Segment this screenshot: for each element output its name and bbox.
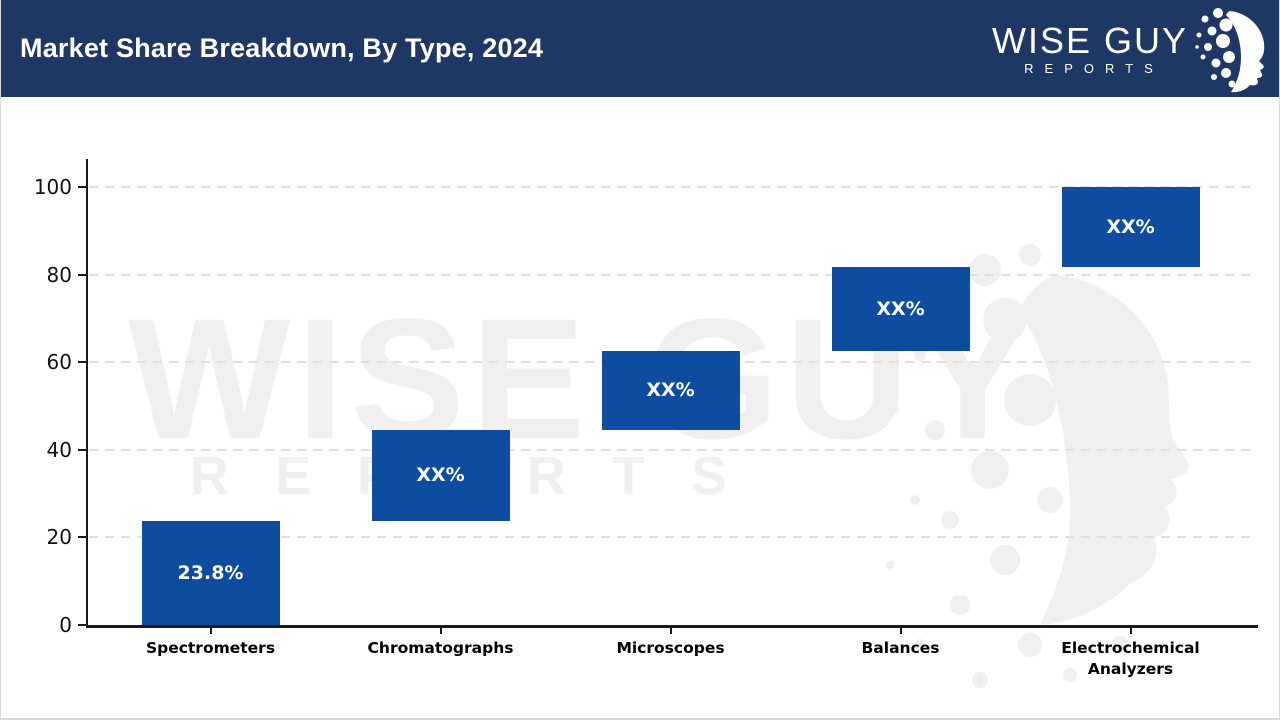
x-tick-mark xyxy=(669,628,672,634)
x-tick-mark xyxy=(209,628,212,634)
bar-chromatographs: XX% xyxy=(371,429,510,521)
x-tick-mark xyxy=(1129,628,1132,634)
y-tick-label: 60 xyxy=(46,350,72,375)
bar-value-label: XX% xyxy=(416,464,465,487)
brand-name: WISE GUY xyxy=(991,19,1188,61)
y-tick-label: 80 xyxy=(46,262,72,287)
header-bar: Market Share Breakdown, By Type, 2024 WI… xyxy=(0,0,1280,97)
y-tick-mark xyxy=(78,448,86,451)
y-axis-line xyxy=(86,159,88,627)
bar-balances: XX% xyxy=(831,266,970,352)
y-tick-label: 0 xyxy=(59,613,72,637)
bar-microscopes: XX% xyxy=(601,351,740,430)
gridline-100 xyxy=(89,186,1256,188)
brand-subtitle: REPORTS xyxy=(1024,60,1164,76)
bar-value-label: XX% xyxy=(646,379,695,402)
bar-value-label: 23.8% xyxy=(177,561,244,584)
y-tick-mark xyxy=(78,273,86,276)
y-tick-mark xyxy=(78,186,86,188)
waterfall-chart: WISE GUY REPORTS 02040608010023.8%Spectr… xyxy=(0,97,1280,720)
brand-logo-text: WISE GUY REPORTS xyxy=(991,19,1188,76)
x-tick-mark xyxy=(899,628,902,634)
y-tick-label: 100 xyxy=(33,175,72,199)
page-title: Market Share Breakdown, By Type, 2024 xyxy=(20,33,544,63)
bar-electrochemical-analyzers: XX% xyxy=(1061,187,1200,267)
gridline-80 xyxy=(89,273,1256,276)
x-axis-label: Balances xyxy=(861,639,940,657)
x-axis-label: Chromatographs xyxy=(367,639,514,657)
gridline-40 xyxy=(89,448,1256,451)
x-tick-mark xyxy=(439,628,442,634)
y-tick-label: 40 xyxy=(46,437,72,462)
gridline-20 xyxy=(89,536,1256,539)
y-tick-label: 20 xyxy=(46,525,72,550)
bar-spectrometers: 23.8% xyxy=(141,520,280,625)
x-axis-label: Electrochemical Analyzers xyxy=(1061,639,1200,678)
y-tick-mark xyxy=(78,624,86,626)
x-axis-line xyxy=(86,625,1258,628)
x-axis-label: Microscopes xyxy=(616,639,725,657)
y-tick-mark xyxy=(78,361,86,364)
brand-logo: WISE GUY REPORTS xyxy=(992,5,1280,93)
bar-value-label: XX% xyxy=(1106,215,1155,238)
bar-value-label: XX% xyxy=(876,297,925,320)
brand-head-icon xyxy=(1195,7,1265,92)
y-tick-mark xyxy=(78,536,86,539)
x-axis-label: Spectrometers xyxy=(145,639,276,657)
